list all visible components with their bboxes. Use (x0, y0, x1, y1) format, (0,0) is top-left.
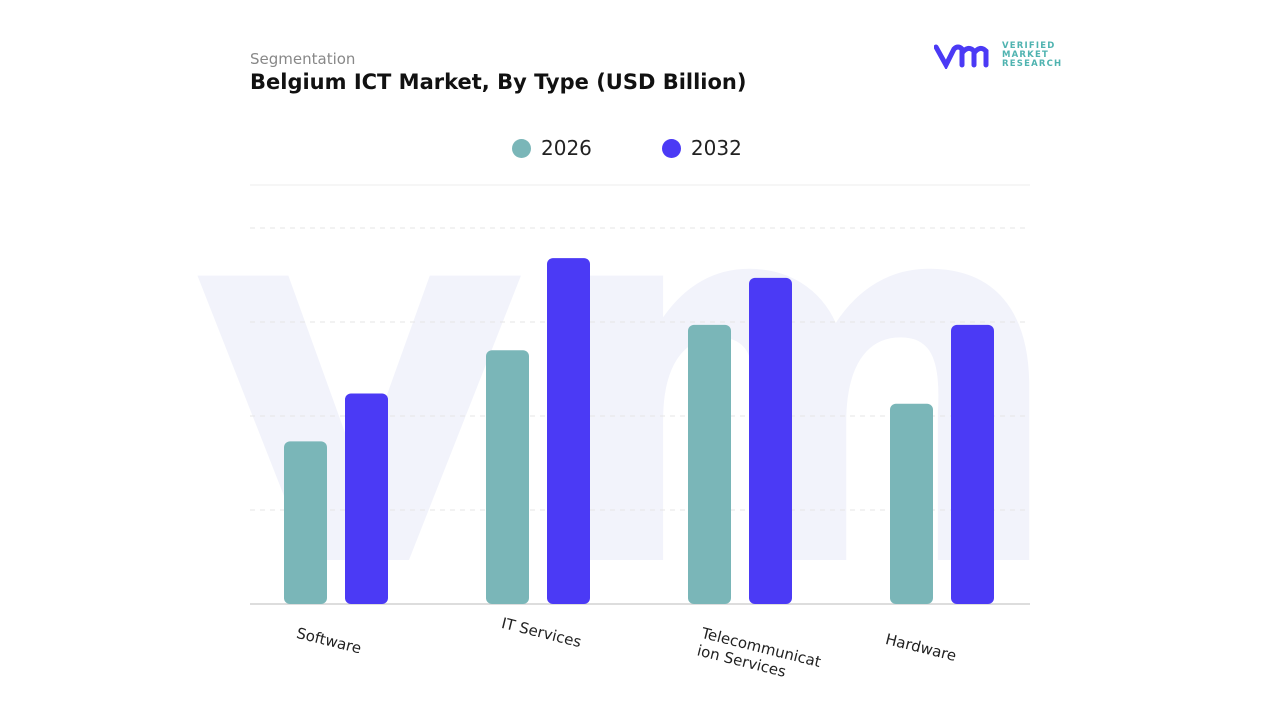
bar-2026-software[interactable] (284, 441, 327, 604)
subtitle: Segmentation (250, 50, 356, 68)
logo-line: MARKET (1002, 50, 1049, 60)
page-title: Belgium ICT Market, By Type (USD Billion… (250, 70, 747, 94)
bar-2032-telecommunication-services[interactable] (749, 277, 792, 604)
bar-2026-telecommunication-services[interactable] (688, 324, 731, 604)
logo-line: RESEARCH (1002, 59, 1063, 69)
legend-swatch (512, 138, 531, 158)
logo-line: VERIFIED (1002, 41, 1056, 51)
bar-2026-hardware[interactable] (890, 403, 933, 604)
bar-2032-hardware[interactable] (951, 324, 994, 604)
legend-item-2032[interactable]: 2032 (661, 136, 742, 160)
vmr-logo-icon (934, 44, 989, 69)
bar-2032-it-services[interactable] (547, 258, 590, 604)
legend-item-2026[interactable]: 2026 (512, 136, 592, 160)
bar-2032-software[interactable] (345, 393, 388, 604)
vmr-logo: VERIFIED MARKET RESEARCH (934, 42, 1062, 69)
legend-label: 2032 (690, 136, 742, 160)
bar-2026-it-services[interactable] (486, 350, 529, 604)
legend-label: 2026 (541, 136, 592, 160)
legend-swatch (661, 138, 681, 158)
legend: 2026 2032 (512, 136, 742, 160)
